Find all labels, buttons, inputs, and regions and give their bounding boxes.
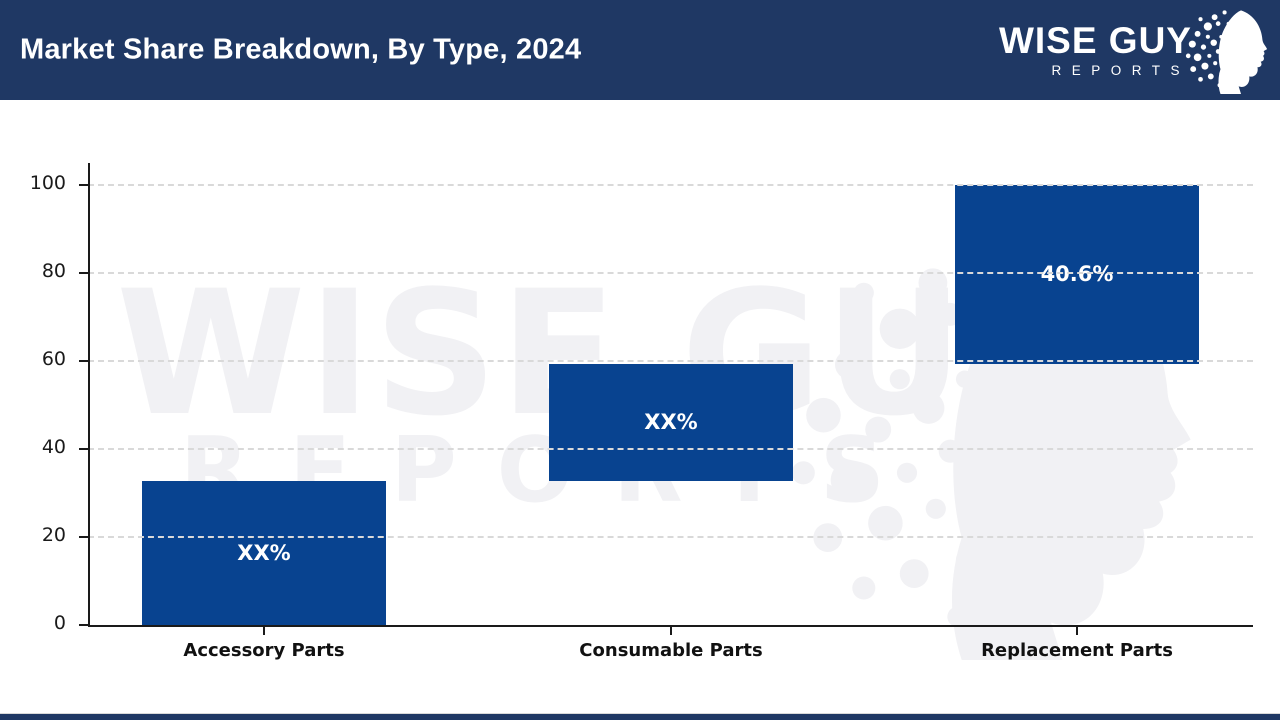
bar-value-label: 40.6% [1040, 262, 1114, 287]
page-title: Market Share Breakdown, By Type, 2024 [20, 33, 582, 66]
logo-reports-text: REPORTS [1051, 63, 1190, 78]
gridline-80 [88, 272, 1253, 274]
y-tick-mark [79, 184, 88, 186]
logo-wiseguy-text: WISE GUY [998, 20, 1192, 61]
gridline-100 [88, 184, 1253, 186]
y-tick-mark [79, 360, 88, 362]
x-tick-mark [1076, 627, 1078, 635]
y-tick-label: 80 [41, 260, 66, 282]
logo-text: WISE GUY REPORTS [999, 22, 1192, 78]
wise-guy-logo: WISE GUY REPORTS [999, 0, 1270, 100]
x-axis-label-replacement-parts: Replacement Parts [981, 640, 1173, 661]
x-axis-labels: Accessory Parts Consumable Parts Replaceme… [88, 640, 1253, 670]
header-band: Market Share Breakdown, By Type, 2024 WI… [0, 0, 1280, 100]
bar-replacement-parts: 40.6% [955, 185, 1199, 364]
y-tick-label: 100 [29, 172, 66, 194]
gridline-60 [88, 360, 1253, 362]
x-tick-mark [670, 627, 672, 635]
bar-value-label: XX% [237, 541, 291, 566]
plot-area: XX% XX% 40.6% [79, 163, 1253, 635]
y-tick-mark [79, 536, 88, 538]
y-tick-mark [79, 624, 88, 626]
x-tick-mark [263, 627, 265, 635]
y-tick-mark [79, 272, 88, 274]
y-axis-labels: 0 20 40 60 80 100 [0, 163, 80, 634]
x-axis-line [88, 624, 1253, 627]
x-axis-label-consumable-parts: Consumable Parts [579, 640, 763, 661]
y-tick-label: 40 [41, 436, 66, 458]
bar-consumable-parts: XX% [549, 363, 793, 482]
bar-value-label: XX% [644, 410, 698, 435]
footer-band [0, 713, 1280, 720]
y-tick-mark [79, 448, 88, 450]
x-axis-label-accessory-parts: Accessory Parts [183, 640, 345, 661]
y-tick-label: 0 [53, 612, 66, 634]
y-axis-line [88, 163, 90, 625]
logo-head-icon [1185, 10, 1268, 94]
y-tick-label: 60 [41, 348, 66, 370]
bar-accessory-parts: XX% [142, 481, 386, 625]
gridline-20 [88, 536, 1253, 538]
y-tick-label: 20 [41, 524, 66, 546]
gridline-40 [88, 448, 1253, 450]
